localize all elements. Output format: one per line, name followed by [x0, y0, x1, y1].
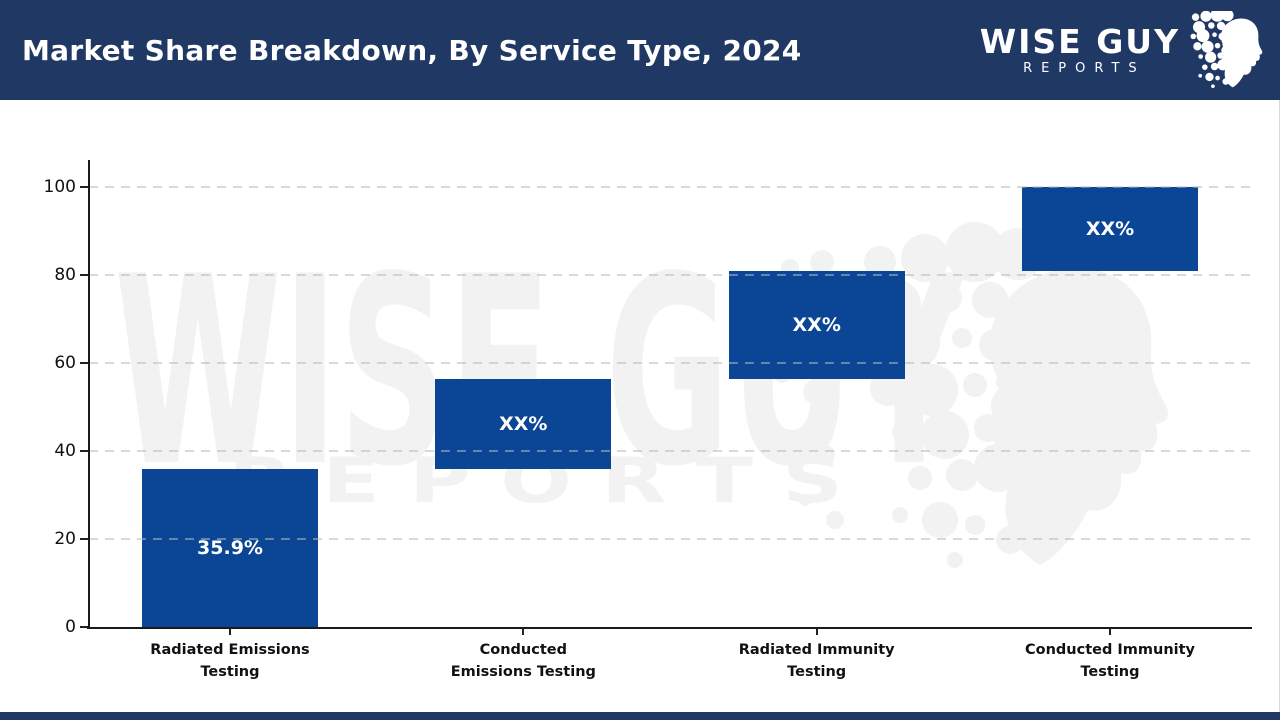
category-label-line: Radiated Emissions — [150, 642, 310, 658]
y-axis-tick-label: 60 — [54, 353, 76, 373]
x-axis-tick-mark — [815, 628, 818, 635]
gridline-20 — [89, 538, 1252, 540]
y-axis-tick-mark — [80, 186, 88, 188]
gridline-40 — [89, 450, 1252, 452]
logo-face-icon — [1190, 10, 1263, 88]
bar-segment — [435, 379, 612, 470]
x-axis-category-label: Conducted Emissions Testing — [383, 640, 663, 684]
gridline-100 — [89, 186, 1252, 188]
footer-bar — [0, 712, 1280, 720]
y-axis-tick-label: 20 — [54, 529, 76, 549]
y-axis-tick-label: 80 — [54, 265, 76, 285]
bar-value-label: XX% — [499, 413, 548, 436]
x-axis-category-label: Radiated Emissions Testing — [90, 640, 370, 684]
bar-segment — [142, 469, 318, 627]
x-axis-category-label: Conducted Immunity Testing — [970, 640, 1250, 684]
logo-name: WISE GUY — [979, 22, 1180, 61]
logo-subtitle: REPORTS — [1023, 61, 1146, 76]
bar-value-label: XX% — [792, 313, 841, 336]
y-axis-tick-mark — [80, 450, 88, 452]
category-label-line: Testing — [787, 663, 847, 680]
x-axis-spine — [87, 627, 1252, 629]
y-axis-tick-mark — [80, 626, 88, 628]
bar-value-label: XX% — [1085, 217, 1135, 240]
x-axis-category-label: Radiated Immunity Testing — [677, 640, 957, 684]
x-axis-tick-mark — [1109, 628, 1111, 635]
y-axis-tick-mark — [80, 538, 88, 540]
x-axis-tick-mark — [229, 628, 231, 635]
y-axis-tick-label: 100 — [43, 177, 76, 197]
category-label-line: Emissions Testing — [450, 663, 596, 680]
bar-value-label: 35.9% — [197, 537, 263, 560]
category-label-line: Conducted Immunity — [1024, 642, 1196, 658]
category-label-line: Testing — [200, 663, 260, 680]
y-axis-spine — [88, 160, 90, 629]
page-title: Market Share Breakdown, By Service Type,… — [22, 33, 802, 67]
waterfall-chart: WISE GUY R E P O R T S 0 20 40 60 80 100 35.9%… — [0, 100, 1280, 712]
y-axis-tick-label: 40 — [54, 441, 76, 461]
y-axis-tick-label: 0 — [65, 617, 76, 637]
header-bar: Market Share Breakdown, By Service Type,… — [0, 0, 1280, 100]
category-label-line: Conducted — [479, 642, 567, 658]
y-axis-tick-mark — [80, 362, 88, 364]
logo-text: WISE GUY REPORTS — [980, 25, 1180, 75]
x-axis-tick-mark — [522, 628, 525, 635]
gridline-60 — [89, 362, 1252, 364]
wise-guy-reports-logo: WISE GUY REPORTS — [980, 0, 1266, 100]
y-axis-tick-mark — [80, 274, 88, 276]
category-label-line: Testing — [1080, 663, 1140, 680]
category-label-line: Radiated Immunity — [738, 642, 895, 658]
gridline-80 — [89, 274, 1252, 276]
